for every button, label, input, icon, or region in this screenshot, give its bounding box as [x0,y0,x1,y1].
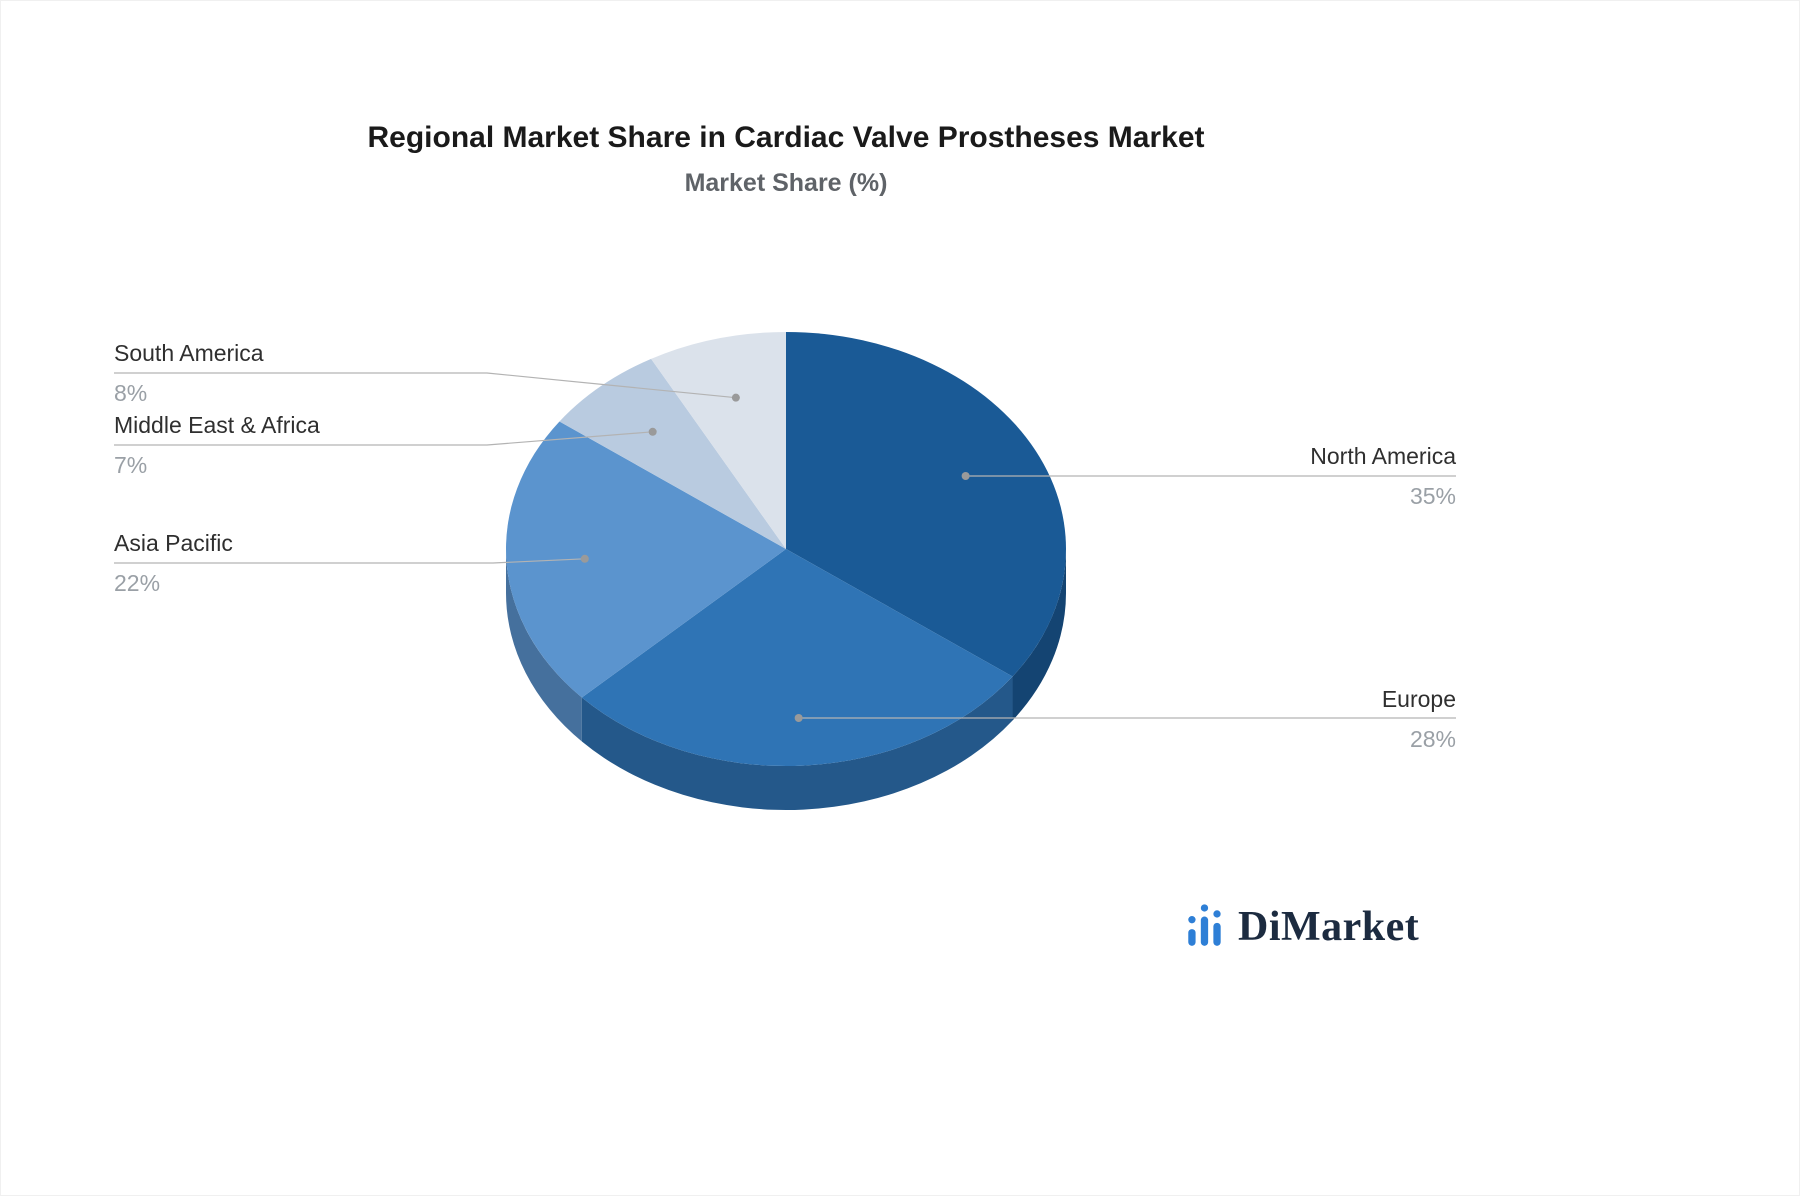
leader-dot-south-america [731,393,740,402]
bar-chart-icon [1188,904,1221,946]
callout-asia-pacific: Asia Pacific 22% [114,528,494,598]
slice-value-middle-east-africa: 7% [114,452,148,478]
callout-europe: Europe 28% [1116,684,1456,754]
slice-label-asia-pacific: Asia Pacific [114,530,233,556]
dimarket-logo: DiMarket [1184,904,1419,950]
leader-dot-north-america [961,472,970,480]
leader-dot-asia-pacific [580,554,589,563]
leader-line-south-america [114,372,736,399]
pie-slice-side-asia-pacific [506,549,582,742]
slice-value-asia-pacific: 22% [114,570,161,596]
slice-label-middle-east-africa: Middle East & Africa [114,412,320,438]
leader-line-asia-pacific [114,558,585,564]
slice-value-south-america: 8% [114,380,148,406]
pie-slice-europe[interactable] [581,549,1013,766]
leader-dot-middle-east-africa [648,427,657,436]
slice-label-south-america: South America [114,340,264,366]
leader-line-middle-east-africa [114,431,653,446]
leader-dot-europe [794,714,803,722]
slice-value-north-america: 35% [1409,483,1456,509]
chart-title: Regional Market Share in Cardiac Valve P… [367,121,1205,154]
pie-slice-side-north-america [1012,549,1066,721]
slice-value-europe: 28% [1409,726,1456,752]
pie-slice-side-europe [581,676,1013,810]
logo-wordmark: DiMarket [1238,904,1420,950]
slice-label-north-america: North America [1310,443,1456,469]
chart-subtitle: Market Share (%) [684,169,888,197]
callout-north-america: North America 35% [1116,441,1456,511]
pie-slice-middle-east-africa[interactable] [559,358,786,549]
pie-slice-asia-pacific[interactable] [505,421,786,698]
pie-slice-north-america[interactable] [786,332,1066,677]
callout-south-america: South America 8% [114,338,494,408]
pie-slice-south-america[interactable] [651,332,786,549]
slice-label-europe: Europe [1381,686,1456,712]
callout-middle-east-africa: Middle East & Africa 7% [114,410,494,480]
